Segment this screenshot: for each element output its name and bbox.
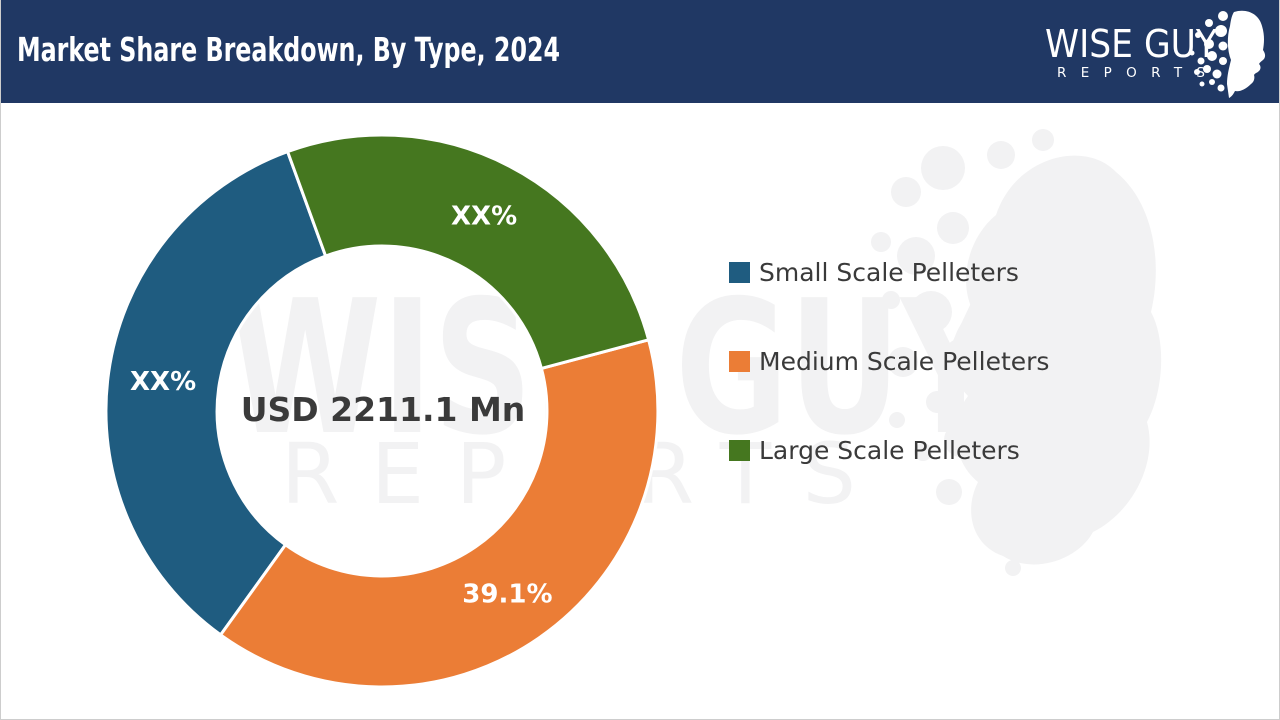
legend-swatch-large-scale [729,440,750,461]
logo-text-line1: WISE GUY [1045,22,1218,66]
legend-item-small-scale[interactable]: Small Scale Pelleters [729,258,1049,287]
segment-value-label-large-scale: XX% [451,201,517,231]
legend-label-large-scale: Large Scale Pelleters [759,436,1020,465]
donut-segment-medium-scale[interactable] [218,337,660,689]
page-title: Market Share Breakdown, By Type, 2024 [17,30,561,69]
donut-chart: XX% 39.1% XX% [104,133,660,689]
wise-guy-reports-logo: WISE GUY REPORTS [1045,10,1266,99]
segment-value-label-small-scale: XX% [130,367,196,397]
logo-face-icon [1189,10,1266,99]
logo-text-line2: REPORTS [1057,65,1205,81]
legend-swatch-medium-scale [729,351,750,372]
donut-segment-small-scale[interactable] [104,149,328,637]
chart-legend: Small Scale Pelleters Medium Scale Pelle… [729,258,1050,529]
legend-item-medium-scale[interactable]: Medium Scale Pelleters [729,347,1050,376]
legend-label-small-scale: Small Scale Pelleters [759,258,1019,287]
legend-swatch-small-scale [729,262,750,283]
legend-item-large-scale[interactable]: Large Scale Pelleters [729,436,1049,465]
donut-segment-large-scale[interactable] [285,133,651,371]
header-band: Market Share Breakdown, By Type, 2024 WI… [1,0,1279,103]
legend-label-medium-scale: Medium Scale Pelleters [759,347,1050,376]
segment-value-label-medium-scale: 39.1% [462,579,552,609]
chart-center-value: USD 2211.1 Mn [240,390,526,429]
